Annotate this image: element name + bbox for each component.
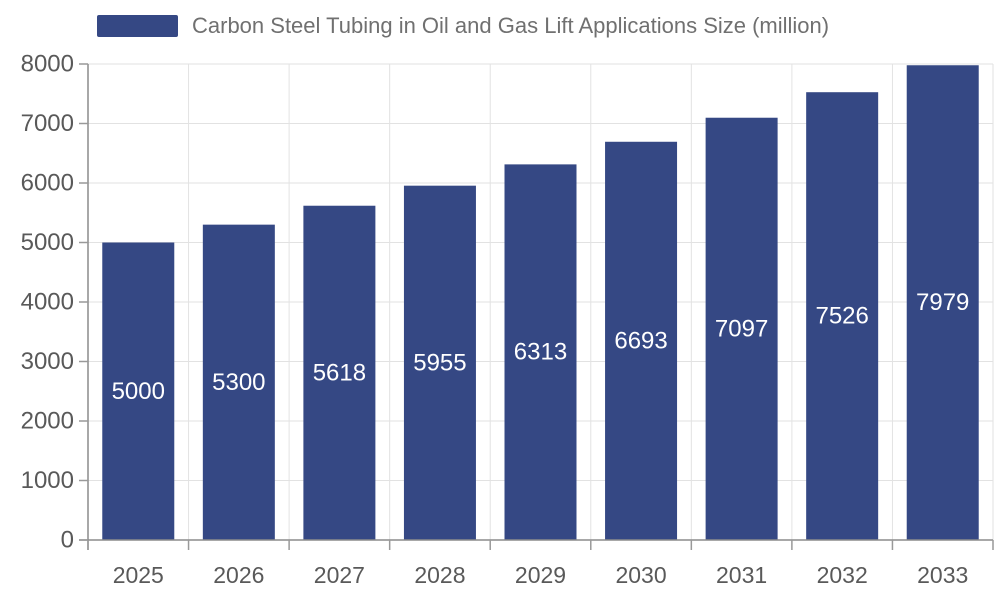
bar[interactable]: [202, 224, 275, 540]
y-axis-tick-label: 5000: [21, 229, 74, 256]
y-axis-tick-label: 6000: [21, 170, 74, 197]
bar[interactable]: [705, 117, 778, 540]
bar[interactable]: [906, 65, 979, 540]
bar-value-label: 7097: [715, 315, 768, 342]
y-axis-tick-label: 3000: [21, 348, 74, 375]
legend[interactable]: Carbon Steel Tubing in Oil and Gas Lift …: [97, 15, 829, 37]
bar[interactable]: [806, 92, 879, 540]
bar[interactable]: [303, 205, 376, 540]
y-axis-tick-label: 8000: [21, 51, 74, 78]
x-axis-tick-label: 2031: [716, 562, 767, 588]
bar[interactable]: [102, 242, 175, 541]
bar-value-label: 5618: [313, 359, 366, 386]
bar-value-label: 6313: [514, 339, 567, 366]
x-axis-tick-label: 2028: [414, 562, 465, 588]
x-axis-tick-label: 2030: [615, 562, 666, 588]
bar-value-label: 7526: [815, 303, 868, 330]
bar-value-label: 5000: [112, 378, 165, 405]
x-axis-tick-label: 2029: [515, 562, 566, 588]
bar[interactable]: [605, 141, 678, 541]
y-axis-tick-label: 4000: [21, 289, 74, 316]
x-axis-tick-label: 2025: [113, 562, 164, 588]
x-axis-tick-label: 2032: [817, 562, 868, 588]
y-axis-tick-label: 2000: [21, 408, 74, 435]
bar-value-label: 7979: [916, 289, 969, 316]
y-axis-tick-label: 7000: [21, 110, 74, 137]
y-axis-tick-label: 0: [61, 527, 74, 554]
legend-label: Carbon Steel Tubing in Oil and Gas Lift …: [192, 13, 830, 38]
bar-value-label: 5300: [212, 369, 265, 396]
bar-value-label: 6693: [614, 327, 667, 354]
bar[interactable]: [504, 164, 577, 540]
y-axis-tick-label: 1000: [21, 467, 74, 494]
x-axis-tick-label: 2026: [213, 562, 264, 588]
legend-swatch: [97, 15, 178, 37]
bar-value-label: 5955: [413, 349, 466, 376]
x-axis-tick-label: 2033: [917, 562, 968, 588]
bar[interactable]: [403, 185, 476, 541]
x-axis-tick-label: 2027: [314, 562, 365, 588]
